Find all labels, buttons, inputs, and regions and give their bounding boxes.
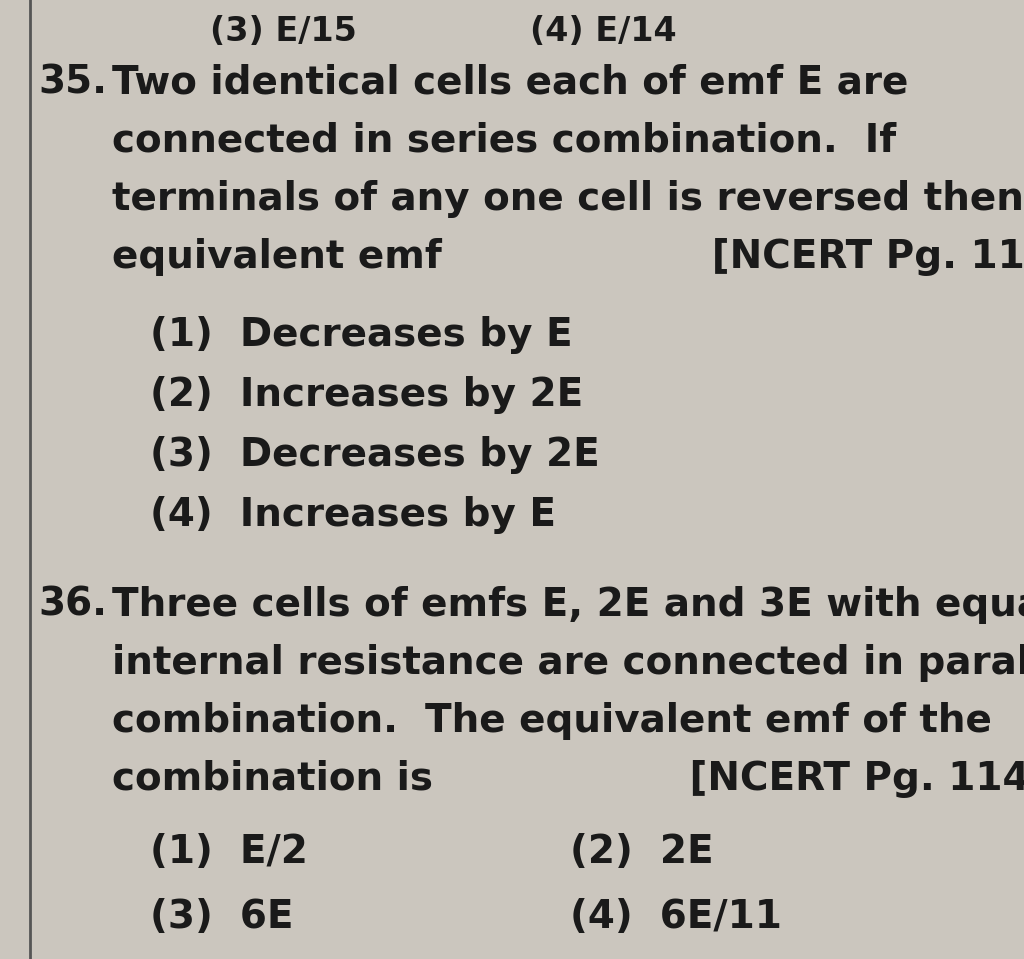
Text: (2)  Increases by 2E: (2) Increases by 2E — [150, 376, 584, 414]
Text: (4)  Increases by E: (4) Increases by E — [150, 496, 556, 534]
Text: 36.: 36. — [38, 586, 106, 624]
Text: (2)  2E: (2) 2E — [570, 833, 714, 871]
Text: combination.  The equivalent emf of the: combination. The equivalent emf of the — [112, 702, 992, 740]
Text: (4) E/14: (4) E/14 — [530, 15, 677, 48]
Text: (3) E/15: (3) E/15 — [210, 15, 357, 48]
Text: (3)  Decreases by 2E: (3) Decreases by 2E — [150, 436, 600, 474]
Text: equivalent emf                    [NCERT Pg. 113]: equivalent emf [NCERT Pg. 113] — [112, 238, 1024, 276]
Text: (1)  E/2: (1) E/2 — [150, 833, 308, 871]
Text: combination is                   [NCERT Pg. 114]: combination is [NCERT Pg. 114] — [112, 760, 1024, 798]
Text: terminals of any one cell is reversed then: terminals of any one cell is reversed th… — [112, 180, 1024, 218]
Text: (3)  6E: (3) 6E — [150, 898, 294, 936]
Text: (1)  Decreases by E: (1) Decreases by E — [150, 316, 572, 354]
Text: Three cells of emfs E, 2E and 3E with equal: Three cells of emfs E, 2E and 3E with eq… — [112, 586, 1024, 624]
Text: connected in series combination.  If: connected in series combination. If — [112, 122, 896, 160]
Text: internal resistance are connected in parallel: internal resistance are connected in par… — [112, 644, 1024, 682]
Text: 35.: 35. — [38, 64, 106, 102]
Text: (4)  6E/11: (4) 6E/11 — [570, 898, 782, 936]
Text: Two identical cells each of emf E are: Two identical cells each of emf E are — [112, 64, 908, 102]
